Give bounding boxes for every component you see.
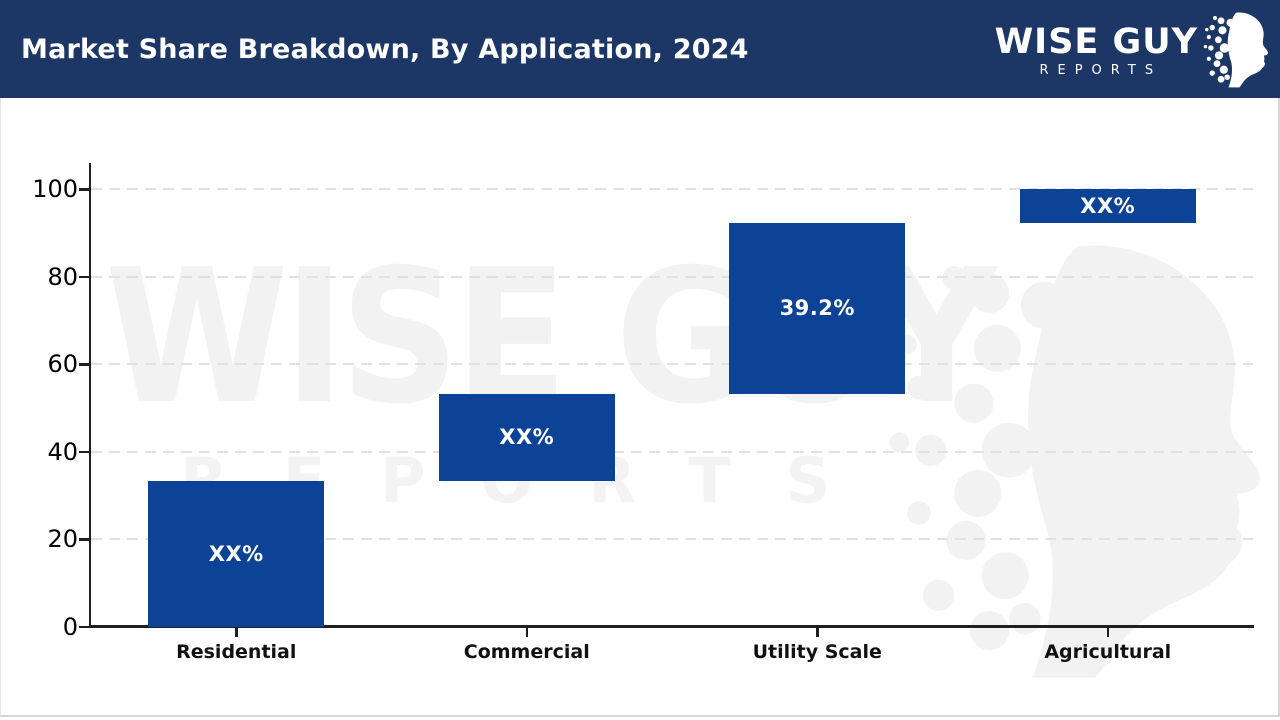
frame-bottom-edge [0,715,1280,717]
bar-commercial: XX% [438,394,615,481]
x-axis-tick-utility-scale [816,628,819,637]
header: Market Share Breakdown, By Application, … [0,0,1280,98]
bar-value-label: XX% [208,541,264,566]
y-axis-tick-80 [79,275,89,279]
bar-value-label: XX% [1080,193,1136,218]
y-axis-tick-20 [79,538,89,541]
x-axis-tick-residential [235,628,238,637]
y-axis-label-80: 80 [47,262,78,291]
gridline-60 [91,363,1253,366]
y-axis-label-20: 20 [47,525,78,554]
logo-wordmark: WISE GUY REPORTS [995,23,1198,78]
y-axis-tick-40 [79,450,89,454]
gridline-40 [91,450,1253,453]
bar-agricultural: XX% [1019,189,1196,223]
logo-wordmark-sub: REPORTS [1039,62,1163,78]
y-axis-label-60: 60 [47,350,78,379]
logo-wordmark-main: WISE GUY [994,21,1198,62]
bar-residential: XX% [148,480,325,627]
bar-utility-scale: 39.2% [729,222,906,395]
x-axis-category-label-commercial: Commercial [463,641,590,663]
y-axis-tick-0 [79,625,89,629]
x-axis-category-label-residential: Residential [176,641,297,663]
y-axis-label-0: 0 [62,613,78,641]
bar-value-label: 39.2% [779,296,855,321]
page-title: Market Share Breakdown, By Application, … [21,33,749,65]
y-axis-label-40: 40 [47,437,78,466]
x-axis-tick-agricultural [1106,628,1109,637]
bar-value-label: XX% [499,425,555,450]
x-axis-line [88,625,1254,628]
y-axis-tick-60 [79,363,89,366]
frame-right-edge [1278,98,1280,715]
gridline-100 [91,188,1253,191]
gridline-80 [91,275,1253,278]
x-axis-tick-commercial [525,628,528,637]
y-axis-tick-100 [79,188,89,191]
frame-left-edge [0,98,1,715]
x-axis-category-label-agricultural: Agricultural [1044,641,1172,663]
x-axis-category-label-utility-scale: Utility Scale [752,641,882,663]
y-axis-line [88,163,91,628]
gridline-20 [91,538,1253,541]
y-axis-label-100: 100 [32,175,78,204]
wise-guy-logo: WISE GUY REPORTS [995,8,1268,92]
